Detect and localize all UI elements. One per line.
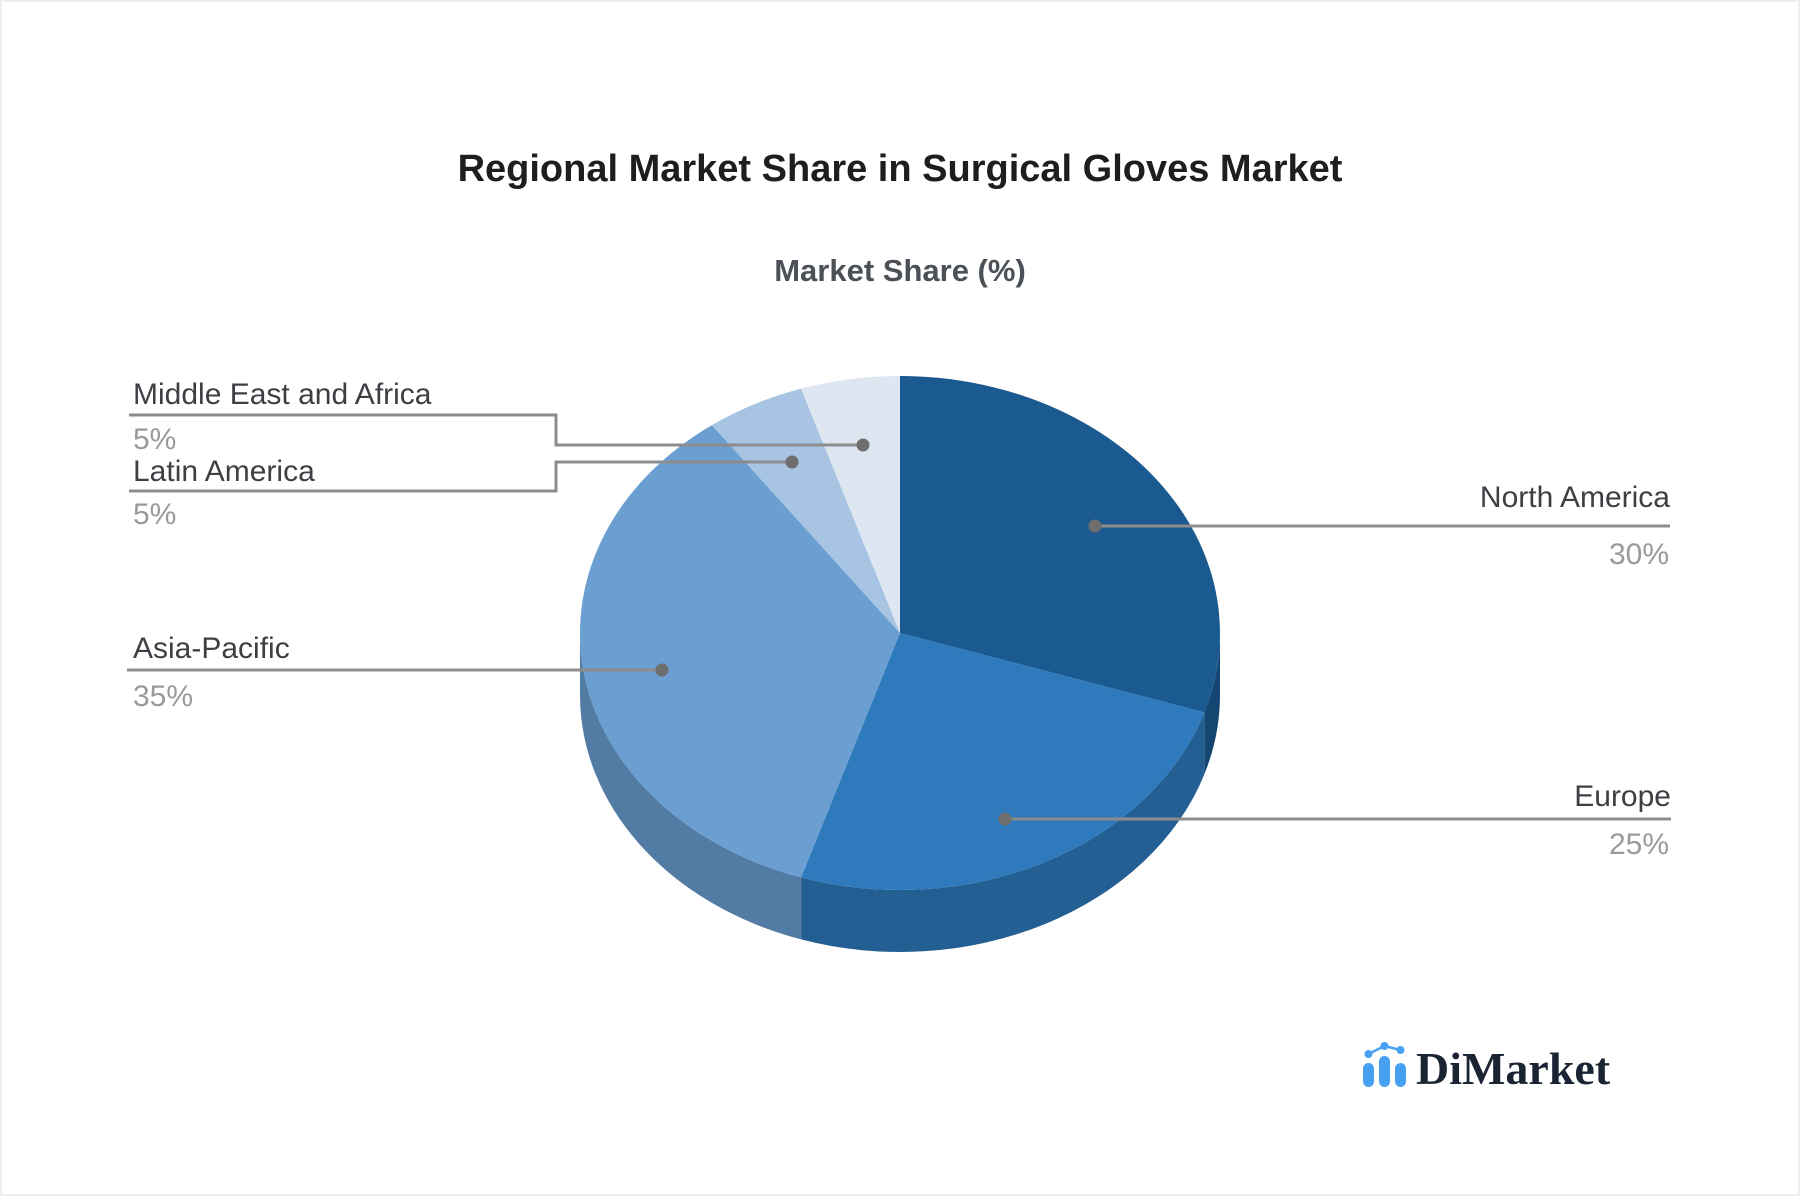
slice-label-europe: Europe — [1574, 780, 1671, 813]
chart-subtitle: Market Share (%) — [774, 253, 1026, 288]
leader-dot-asia-pacific — [655, 663, 669, 677]
pie-rim-north-america — [1204, 633, 1220, 775]
slice-pct-asia-pacific: 35% — [133, 680, 194, 713]
leader-dot-europe — [998, 812, 1012, 826]
pie-slice-middle-east-and-africa[interactable] — [801, 376, 900, 633]
bar-chart-icon — [1363, 1042, 1406, 1087]
pie-slice-europe[interactable] — [801, 633, 1205, 890]
leader-line-latin-america — [129, 460, 792, 493]
pie-rim-europe — [801, 712, 1205, 952]
pie-slice-north-america[interactable] — [900, 376, 1220, 713]
chart-title: Regional Market Share in Surgical Gloves… — [457, 148, 1343, 190]
brand-name: DiMarket — [1416, 1043, 1611, 1094]
leader-dot-latin-america — [785, 455, 799, 469]
slice-label-asia-pacific: Asia-Pacific — [133, 632, 290, 665]
pie-rim-asia-pacific — [580, 633, 802, 940]
slice-label-middle-east-and-africa: Middle East and Africa — [133, 378, 432, 411]
slice-pct-europe: 25% — [1608, 828, 1669, 861]
slice-pct-latin-america: 5% — [133, 498, 177, 531]
pie-slice-latin-america[interactable] — [711, 388, 900, 633]
slice-label-latin-america: Latin America — [133, 455, 315, 488]
leader-dot-middle-east-and-africa — [856, 438, 870, 452]
leader-dot-north-america — [1088, 519, 1102, 533]
leader-line-middle-east-and-africa — [129, 413, 863, 447]
pie-slice-asia-pacific[interactable] — [580, 425, 900, 878]
slice-pct-north-america: 30% — [1608, 538, 1669, 571]
slice-pct-middle-east-and-africa: 5% — [133, 423, 177, 456]
slice-label-north-america: North America — [1479, 481, 1670, 514]
